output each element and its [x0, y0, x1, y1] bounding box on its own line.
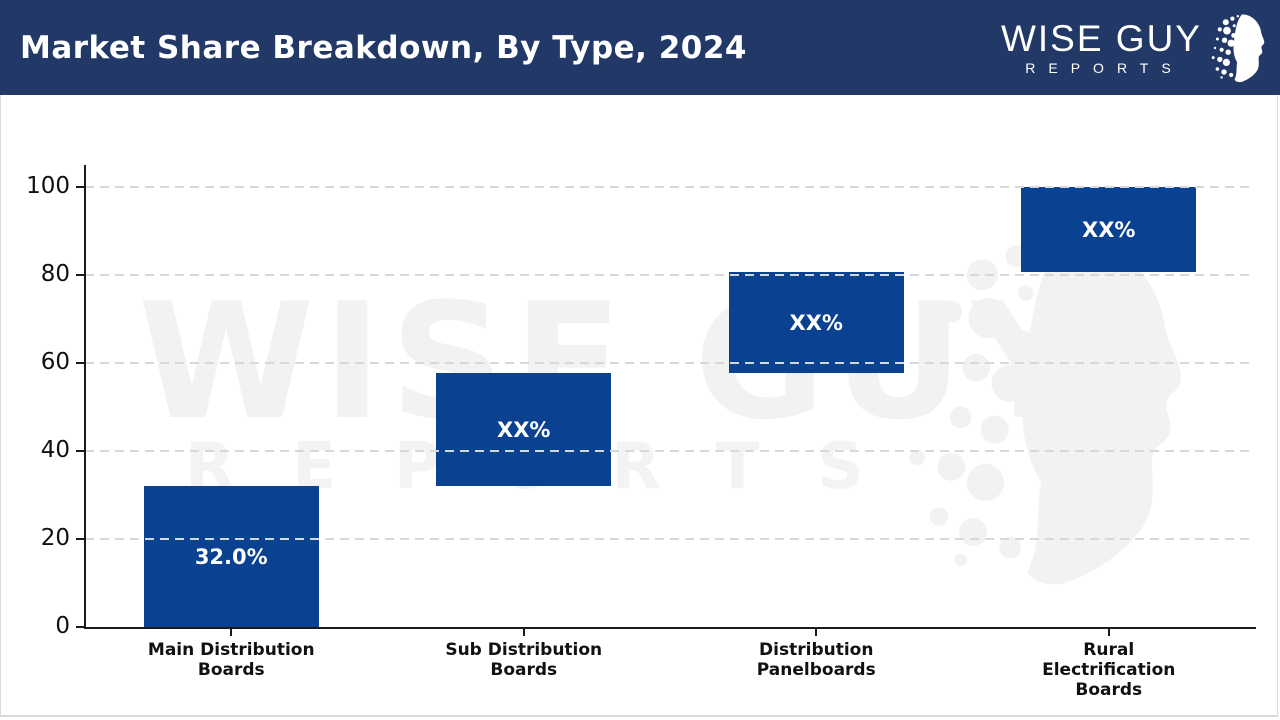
- logo-reports-label: REPORTS: [1025, 60, 1184, 76]
- bar-value-label: XX%: [789, 310, 843, 335]
- y-tick-mark: [76, 450, 84, 452]
- bar-segment: [728, 272, 904, 374]
- wise-guy-reports-logo: WISE GUY REPORTS: [1001, 7, 1266, 89]
- x-tick-mark: [815, 628, 818, 636]
- bar-segment: [436, 373, 612, 487]
- gridline: [85, 362, 1255, 364]
- gridline: [85, 186, 1255, 188]
- x-tick-label: Sub Distribution Boards: [445, 640, 603, 680]
- bar-value-label: XX%: [1082, 217, 1136, 242]
- gridline: [85, 538, 1255, 540]
- y-tick-mark: [76, 362, 84, 364]
- gridline: [85, 274, 1255, 276]
- logo-text: WISE GUY REPORTS: [1001, 20, 1202, 75]
- x-tick-mark: [1107, 628, 1110, 636]
- bar-segment: [143, 486, 319, 627]
- y-tick-label: 0: [55, 613, 70, 639]
- gridline: [85, 450, 1255, 452]
- y-tick-label: 100: [26, 173, 70, 199]
- y-tick-label: 20: [40, 525, 70, 551]
- logo-head-icon: [1206, 7, 1266, 89]
- x-tick-mark: [522, 628, 525, 636]
- y-tick-label: 40: [40, 437, 70, 463]
- bar-value-label: XX%: [497, 417, 551, 442]
- y-tick-mark: [76, 626, 84, 628]
- y-tick-label: 60: [40, 349, 70, 375]
- y-tick-mark: [76, 538, 84, 540]
- x-tick-label: Distribution Panelboards: [756, 640, 876, 680]
- logo-wise-guy-label: WISE GUY: [1000, 18, 1202, 59]
- y-tick-label: 80: [40, 261, 70, 287]
- bar-segment: [1021, 187, 1197, 273]
- watermark-wise-guy: WISE GUY: [138, 268, 1096, 455]
- y-tick-mark: [76, 274, 84, 276]
- page-title: Market Share Breakdown, By Type, 2024: [20, 29, 748, 66]
- bar-value-label: 32.0%: [194, 544, 268, 569]
- y-axis-line: [84, 165, 86, 629]
- x-axis-line: [84, 627, 1256, 629]
- x-tick-label: Rural Electrification Boards: [1042, 640, 1176, 700]
- y-tick-mark: [76, 186, 84, 188]
- x-tick-label: Main Distribution Boards: [147, 640, 315, 680]
- header-bar: Market Share Breakdown, By Type, 2024 WI…: [0, 0, 1280, 95]
- x-tick-mark: [230, 628, 233, 636]
